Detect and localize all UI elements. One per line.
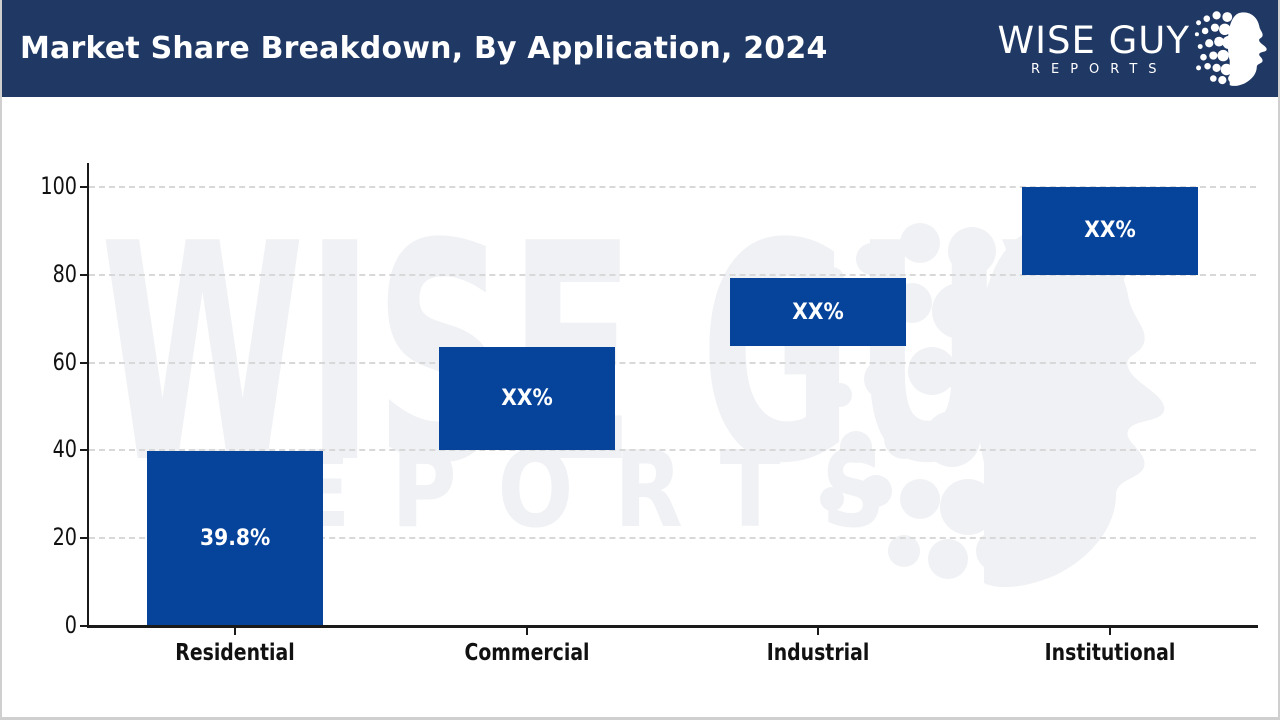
- x-tick-mark: [817, 628, 820, 635]
- x-tick-mark: [233, 628, 236, 635]
- y-gridline: [89, 449, 1256, 452]
- y-tick-mark: [80, 537, 88, 540]
- y-gridline: [89, 361, 1256, 364]
- y-tick-label: 60: [52, 347, 77, 376]
- bar-value-label: XX%: [1084, 218, 1136, 244]
- logo-primary-text: WISE GUY: [997, 18, 1190, 62]
- bar-industrial: XX%: [730, 277, 907, 347]
- y-axis-line: [87, 163, 89, 628]
- wiseguy-face-icon: [1194, 11, 1267, 86]
- y-tick-mark: [80, 186, 88, 188]
- y-tick-label: 20: [52, 523, 77, 552]
- bar-residential: 39.8%: [146, 451, 323, 626]
- y-tick-label: 80: [52, 259, 77, 288]
- bar-value-label: XX%: [500, 386, 553, 412]
- page-title: Market Share Breakdown, By Application, …: [20, 31, 828, 66]
- y-tick-mark: [80, 361, 88, 364]
- logo-secondary-text: REPORTS: [1030, 61, 1168, 77]
- y-tick-mark: [80, 273, 88, 276]
- x-category-label: Commercial: [464, 640, 590, 666]
- wiseguy-logo: WISE GUY REPORTS: [998, 6, 1274, 92]
- x-category-label: Residential: [175, 640, 295, 666]
- bar-institutional: XX%: [1022, 187, 1199, 275]
- bar-value-label: 39.8%: [199, 526, 270, 552]
- bar-value-label: XX%: [792, 299, 845, 325]
- y-tick-mark: [80, 449, 88, 452]
- y-gridline: [89, 537, 1256, 540]
- bar-commercial: XX%: [438, 347, 615, 451]
- watermark-face-icon: [814, 223, 1165, 588]
- x-tick-mark: [1109, 628, 1112, 635]
- y-gridline: [89, 273, 1256, 276]
- y-gridline: [89, 186, 1256, 188]
- chart-area: WISE GUY REPORTS 0 20 40 60 80 100 39.8% Reside…: [0, 97, 1280, 720]
- x-tick-mark: [525, 628, 528, 635]
- y-tick-label: 100: [40, 172, 77, 200]
- y-tick-mark: [80, 625, 88, 627]
- y-tick-label: 40: [52, 435, 77, 464]
- x-category-label: Institutional: [1044, 640, 1176, 666]
- x-category-label: Industrial: [767, 640, 870, 666]
- y-tick-label: 0: [64, 611, 77, 639]
- x-axis-line: [87, 625, 1258, 628]
- plot-region: 0 20 40 60 80 100 39.8% Residential XX% Commercia…: [0, 97, 1280, 720]
- wiseguy-logo-text: WISE GUY REPORTS: [997, 18, 1190, 78]
- header-bar: Market Share Breakdown, By Application, …: [0, 0, 1280, 97]
